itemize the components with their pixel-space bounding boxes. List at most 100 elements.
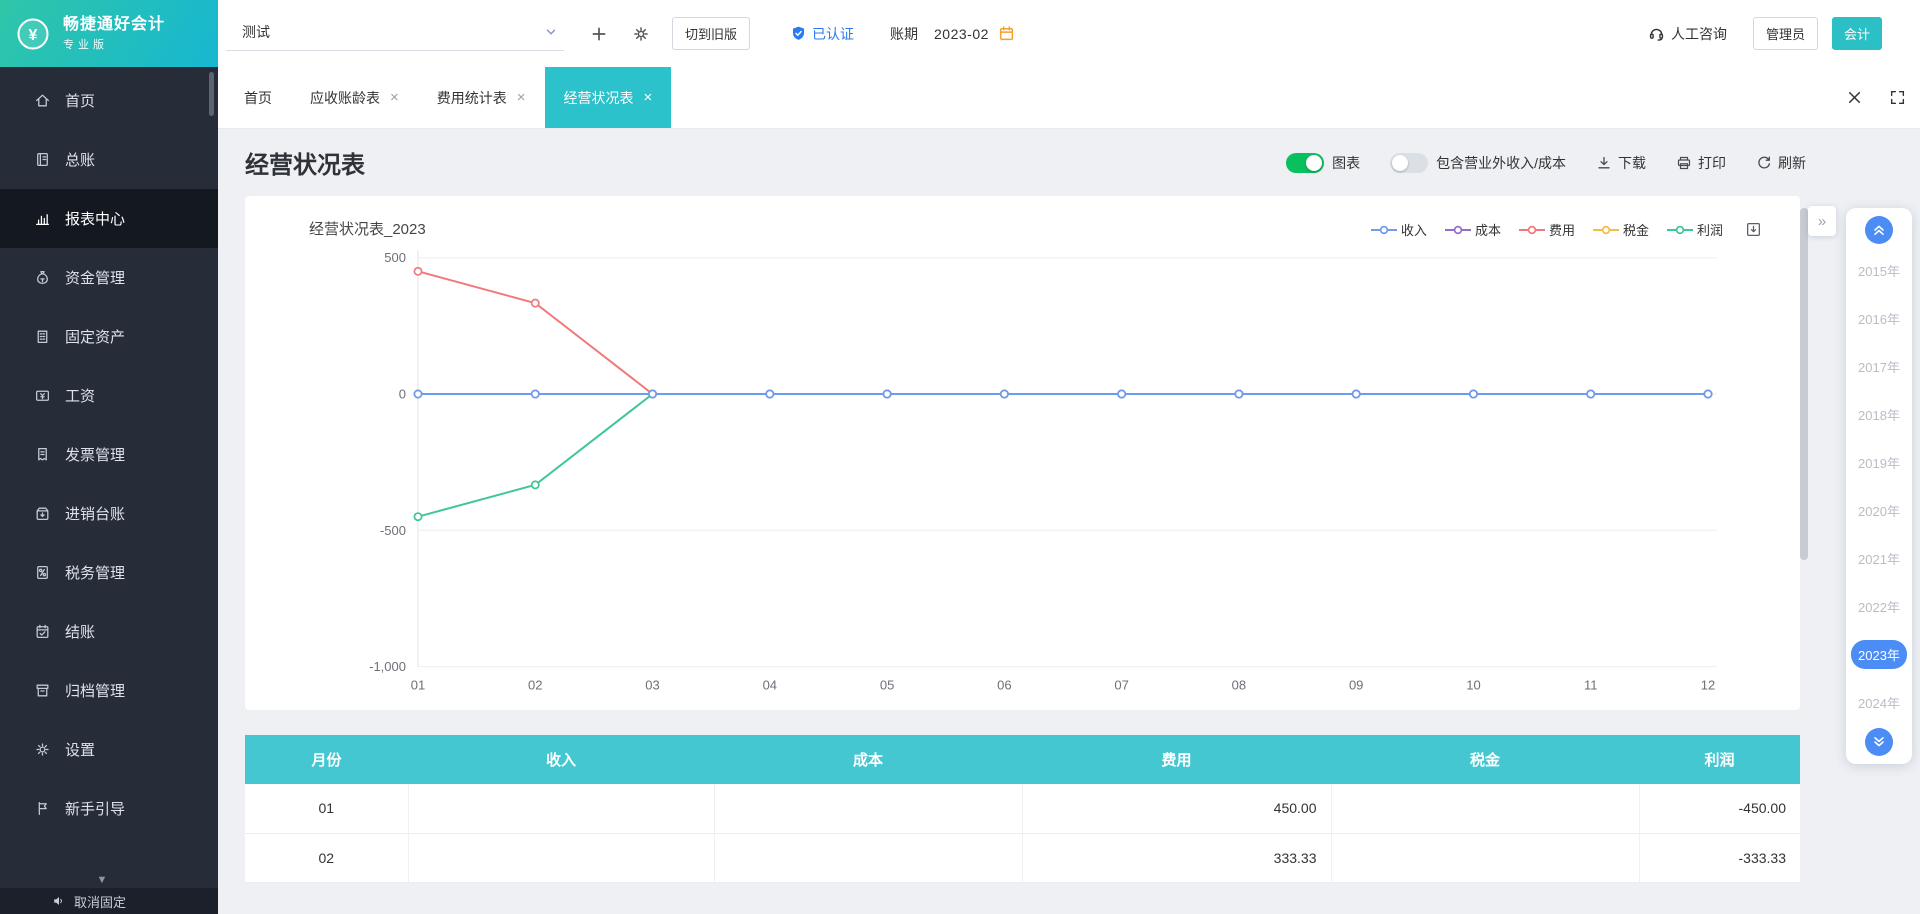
salary-card-icon [34,387,51,404]
year-item-2020年[interactable]: 2020年 [1848,486,1910,534]
legend-item-收入[interactable]: 收入 [1370,220,1427,239]
include-nonoperating-toggle[interactable]: 包含营业外收入/成本 [1390,152,1566,173]
sidebar-unpin-label: 取消固定 [74,894,127,910]
chart-toggle-switch[interactable] [1286,152,1325,173]
legend-item-成本[interactable]: 成本 [1444,220,1501,239]
sidebar-scrollbar-thumb[interactable] [209,72,214,116]
sidebar-item-设置[interactable]: 设置 [0,720,218,779]
content-scrollbar-thumb[interactable] [1800,208,1808,560]
tab-close-icon[interactable]: × [390,89,399,106]
sidebar-item-label: 报表中心 [65,211,126,228]
legend-item-费用[interactable]: 费用 [1518,220,1575,239]
sidebar-item-报表中心[interactable]: 报表中心 [0,189,218,248]
sidebar-item-资金管理[interactable]: 资金管理 [0,248,218,307]
year-panel-collapse-icon[interactable]: » [1808,206,1836,236]
settings-gear-icon[interactable] [632,25,650,43]
tax-doc-icon [34,564,51,581]
sidebar-scroll-more-icon[interactable]: ▼ [96,874,108,886]
table-cell: 450.00 [1021,784,1331,834]
tab-首页[interactable]: 首页 [225,67,291,128]
year-item-2022年[interactable]: 2022年 [1848,582,1910,630]
year-item-2016年[interactable]: 2016年 [1848,294,1910,342]
add-button[interactable] [590,25,608,43]
chart-toggle[interactable]: 图表 [1286,152,1361,173]
year-item-2015年[interactable]: 2015年 [1848,246,1910,294]
chart-toggle-label: 图表 [1332,154,1361,171]
year-scroll-down-icon[interactable] [1865,728,1893,756]
sidebar-item-label: 进销台账 [65,506,126,523]
close-all-icon[interactable] [1846,89,1863,106]
sidebar-item-结账[interactable]: 结账 [0,602,218,661]
home-icon [34,92,51,109]
year-label: 2020年 [1858,503,1900,519]
table-header-利润: 利润 [1639,735,1800,784]
certified-badge[interactable]: 已认证 [790,24,854,44]
table-cell [1330,833,1639,883]
support-link[interactable]: 人工咨询 [1648,24,1727,44]
tab-应收账龄表[interactable]: 应收账龄表 × [291,67,418,128]
chevron-down-icon [544,25,558,39]
sidebar-item-工资[interactable]: 工资 [0,366,218,425]
calendar-icon[interactable] [998,25,1015,42]
period-value[interactable]: 2023-02 [934,25,989,42]
year-item-2019年[interactable]: 2019年 [1848,438,1910,486]
year-item-2023年[interactable]: 2023年 [1848,630,1910,678]
app-logo-icon: ¥ [14,15,52,53]
legend-item-税金[interactable]: 税金 [1592,220,1649,239]
page-title: 经营状况表 [245,152,365,179]
legend-label: 成本 [1474,223,1501,238]
sidebar-item-label: 固定资产 [65,329,126,346]
tab-label: 应收账龄表 [310,89,380,106]
table-cell [407,833,714,883]
tab-label: 首页 [244,89,272,106]
switch-old-version-button[interactable]: 切到旧版 [672,17,751,50]
year-label: 2022年 [1858,599,1900,615]
include-nonoperating-switch[interactable] [1390,152,1429,173]
accounting-period: 账期 2023-02 [890,24,1015,44]
table-header-row: 月份 收入 成本 费用 税金 利润 [245,735,1800,784]
sidebar-item-税务管理[interactable]: 税务管理 [0,543,218,602]
download-icon [1596,155,1612,171]
sidebar-item-新手引导[interactable]: 新手引导 [0,779,218,838]
business-status-line-chart: 500 0 -500 -1,000 01 02 03 04 05 06 07 08 09 10 11 12 [245,196,1800,710]
refresh-button[interactable]: 刷新 [1756,153,1806,173]
sidebar-item-总账[interactable]: 总账 [0,130,218,189]
sidebar-item-首页[interactable]: 首页 [0,71,218,130]
report-chart-icon [34,210,51,227]
legend-item-利润[interactable]: 利润 [1666,220,1723,239]
tab-close-icon[interactable]: × [643,89,653,106]
sidebar-item-进销台账[interactable]: 进销台账 [0,484,218,543]
sidebar: ¥ 畅捷通好会计 专业版 首页 总账 报表中心 资金管理 固定资产 工资 发票管理 进销台账税… [0,0,218,914]
fullscreen-icon[interactable] [1889,89,1906,106]
table-header-费用: 费用 [1022,735,1331,784]
main-column: 测试 切到旧版 已认证 账期 2023-02 [218,0,1920,914]
sidebar-unpin-button[interactable]: 取消固定 [0,888,218,914]
tab-费用统计表[interactable]: 费用统计表 × [418,67,545,128]
tab-label: 费用统计表 [436,89,507,106]
certified-label: 已认证 [812,25,855,42]
year-scroll-up-icon[interactable] [1865,216,1893,244]
table-cell: 01 [245,784,408,834]
sidebar-item-固定资产[interactable]: 固定资产 [0,307,218,366]
company-select[interactable]: 测试 [226,16,564,51]
year-item-2021年[interactable]: 2021年 [1848,534,1910,582]
chart-save-image-icon[interactable] [1745,221,1762,238]
svg-text:07: 07 [1114,678,1128,693]
accountant-button[interactable]: 会计 [1831,17,1882,50]
svg-text:01: 01 [411,678,425,693]
year-item-2018年[interactable]: 2018年 [1848,390,1910,438]
sidebar-item-发票管理[interactable]: 发票管理 [0,425,218,484]
chart-card: 500 0 -500 -1,000 01 02 03 04 05 06 07 08 09 10 11 12 经… [245,196,1800,710]
sidebar-item-归档管理[interactable]: 归档管理 [0,661,218,720]
year-item-2024年[interactable]: 2024年 [1848,678,1910,726]
year-item-2017年[interactable]: 2017年 [1848,342,1910,390]
admin-button[interactable]: 管理员 [1752,17,1818,50]
sidebar-item-label: 税务管理 [65,565,126,582]
closing-calendar-icon [34,623,51,640]
download-button[interactable]: 下载 [1596,153,1646,173]
print-button[interactable]: 打印 [1676,153,1726,173]
tab-close-icon[interactable]: × [516,89,526,106]
tab-经营状况表[interactable]: 经营状况表 × [544,67,672,128]
svg-text:03: 03 [645,678,659,693]
speaker-icon [52,894,66,908]
